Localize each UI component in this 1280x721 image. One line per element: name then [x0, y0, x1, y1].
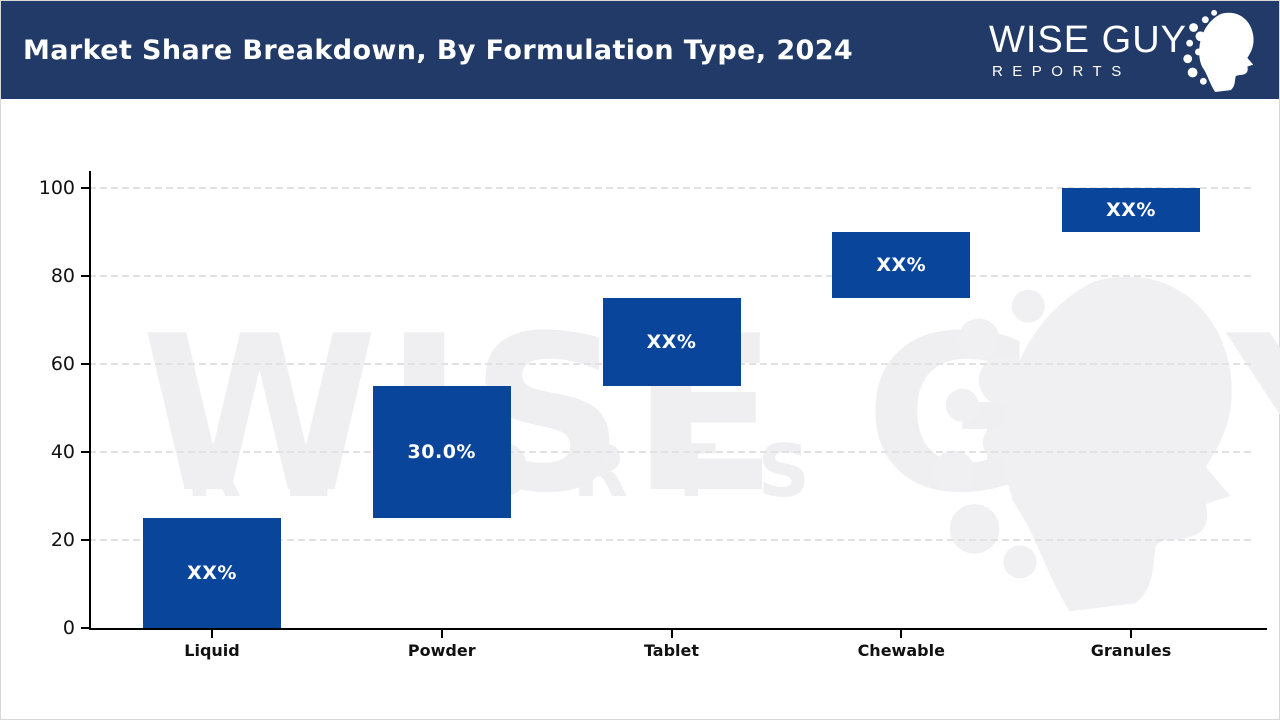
y-tick-label: 60	[50, 353, 75, 375]
y-tick-label: 40	[50, 441, 75, 463]
y-tick-label: 100	[38, 177, 75, 199]
header-bar: Market Share Breakdown, By Formulation T…	[1, 1, 1279, 99]
y-axis-tick	[81, 539, 89, 541]
gridline	[89, 275, 1253, 277]
y-axis-tick	[81, 187, 89, 189]
brand-logo-text: WISE GUY REPORTS	[989, 21, 1187, 79]
y-axis-tick	[81, 275, 89, 277]
bar-value-label: XX%	[646, 331, 697, 353]
brand-logo: WISE GUY REPORTS	[989, 6, 1279, 94]
x-axis-tick	[670, 630, 673, 638]
brand-wordmark: WISE GUY	[988, 19, 1187, 61]
bar-segment: 30.0%	[372, 386, 511, 518]
y-axis-tick	[81, 627, 89, 629]
brand-face-icon	[1183, 9, 1254, 93]
x-tick-label: Granules	[1090, 641, 1172, 660]
page-title: Market Share Breakdown, By Formulation T…	[23, 34, 854, 66]
x-tick-label: Powder	[407, 641, 476, 660]
brand-subtext: REPORTS	[991, 63, 1131, 80]
bar-value-label: XX%	[876, 254, 927, 276]
gridline	[89, 187, 1253, 189]
bar-segment: XX%	[832, 232, 971, 298]
bar-segment: XX%	[143, 518, 281, 628]
y-axis-tick	[81, 363, 89, 365]
x-axis-tick	[440, 630, 443, 638]
bar-segment: XX%	[602, 298, 741, 386]
x-tick-label: Chewable	[857, 641, 945, 660]
gridline	[89, 539, 1253, 541]
y-axis-tick	[81, 451, 89, 453]
bar-segment: XX%	[1062, 188, 1200, 232]
x-axis-tick	[900, 630, 903, 638]
y-tick-label: 20	[50, 529, 75, 551]
x-tick-label: Tablet	[643, 641, 700, 660]
y-tick-label: 80	[50, 265, 75, 287]
bar-value-label: XX%	[1106, 199, 1156, 221]
bar-value-label: 30.0%	[407, 441, 476, 463]
x-axis-tick	[1130, 630, 1132, 638]
x-axis-tick	[211, 630, 213, 638]
bar-value-label: XX%	[187, 562, 237, 584]
gridline	[89, 451, 1253, 453]
x-tick-label: Liquid	[184, 641, 240, 660]
y-tick-label: 0	[62, 617, 75, 639]
x-axis	[89, 628, 1267, 630]
y-axis	[89, 171, 91, 630]
